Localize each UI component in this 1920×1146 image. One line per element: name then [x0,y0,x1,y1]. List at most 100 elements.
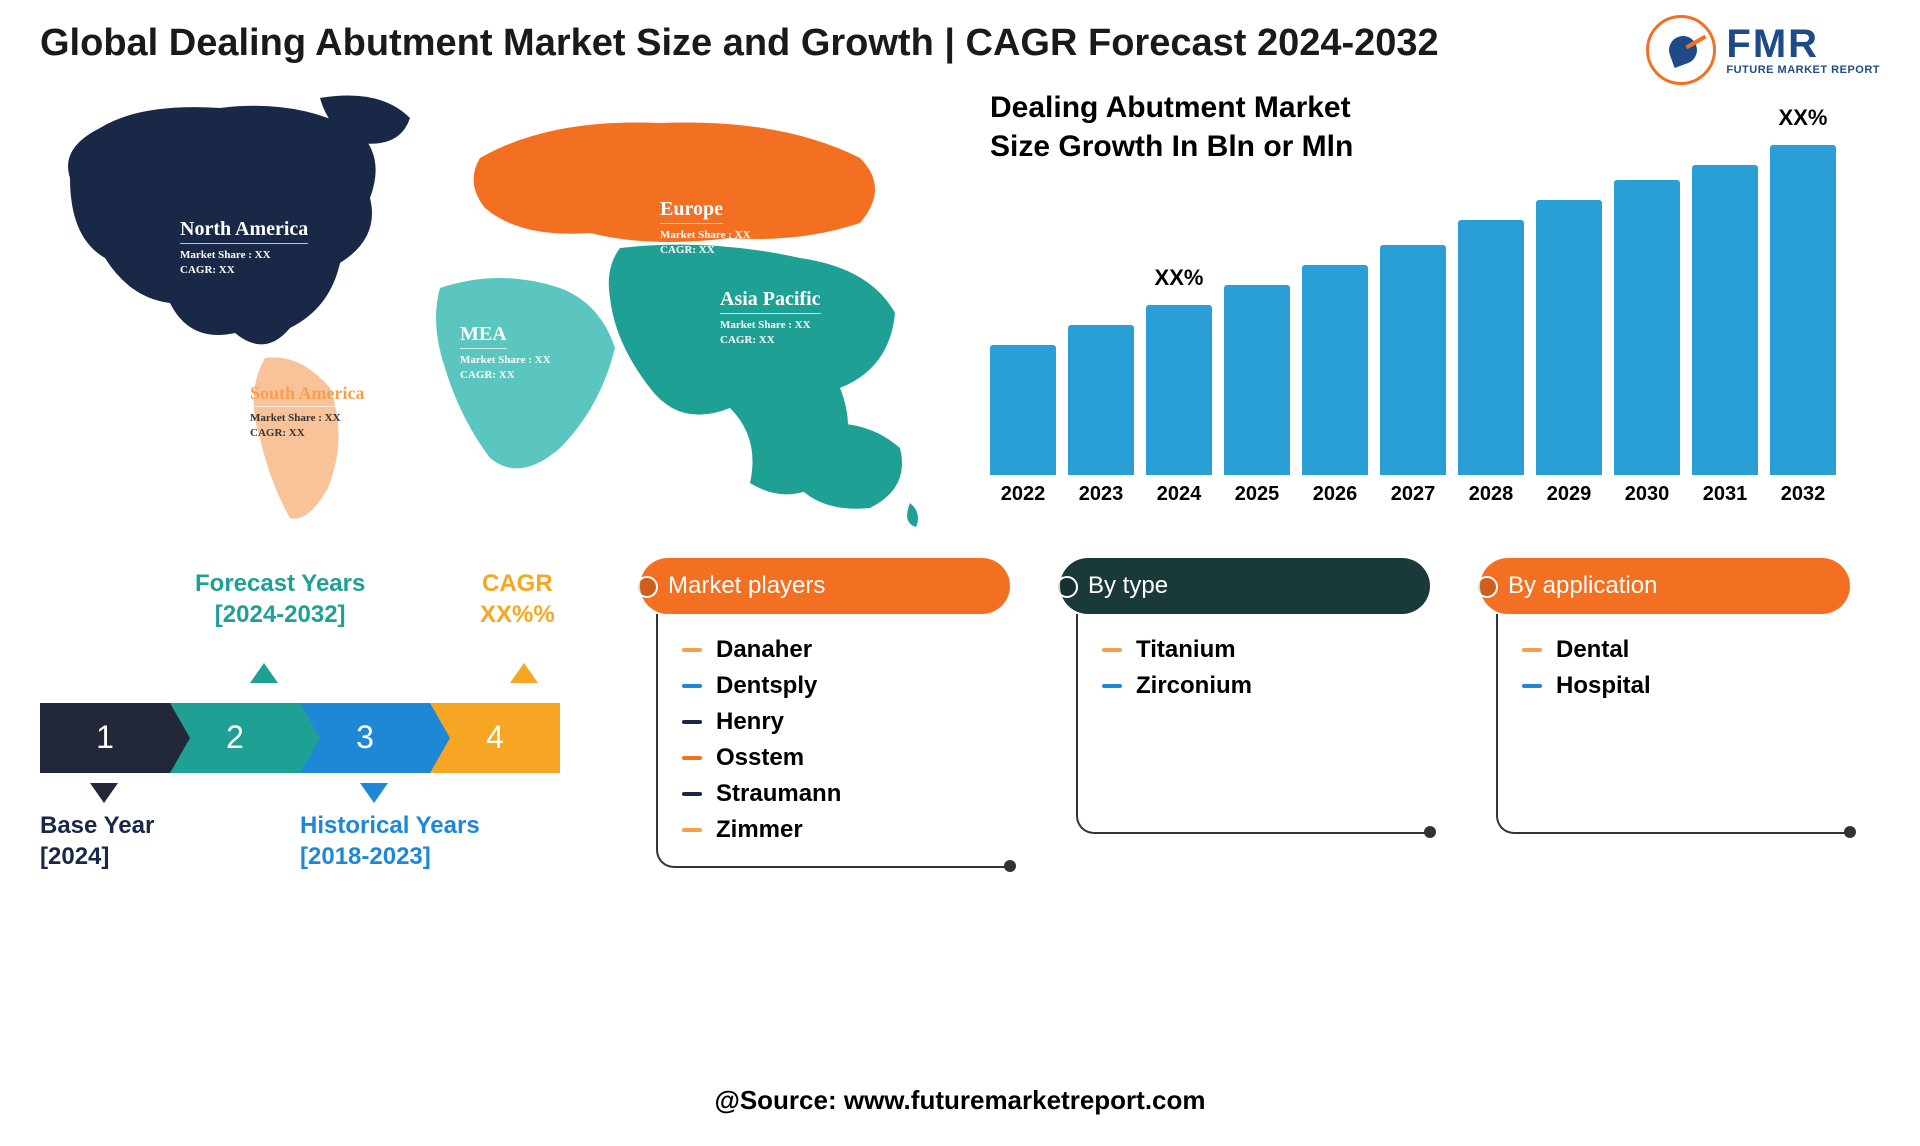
logo-subtitle: FUTURE MARKET REPORT [1726,64,1880,76]
bar-label-2028: 2028 [1469,483,1514,506]
bar-2027: 2027 [1380,245,1446,506]
note-hist: Historical Years [2018-2023] [300,810,480,872]
note-base-label: Base Year [40,812,154,839]
info-item: Zirconium [1102,672,1414,700]
bar-rect-2026 [1302,265,1368,475]
item-tick-icon [1522,684,1542,688]
item-text: Danaher [716,636,812,664]
bar-label-2030: 2030 [1625,483,1670,506]
chart-title: Dealing Abutment Market Size Growth In B… [990,88,1410,166]
item-text: Zimmer [716,816,803,844]
item-text: Titanium [1136,636,1236,664]
item-tick-icon [682,684,702,688]
bar-2026: 2026 [1302,265,1368,506]
item-tick-icon [1522,648,1542,652]
info-item: Dentsply [682,672,994,700]
brand-logo: FMR FUTURE MARKET REPORT [1646,15,1880,85]
arrow-forecast [250,663,278,683]
page-title: Global Dealing Abutment Market Size and … [40,20,1440,68]
info-box-0: Market players Danaher Dentsply Henry Osstem… [640,558,1010,868]
world-map: North AmericaMarket Share : XXCAGR: XX So… [40,88,940,528]
bar-note-2032: XX% [1779,105,1828,131]
map-label-na: North AmericaMarket Share : XXCAGR: XX [180,218,308,279]
bar-2028: 2028 [1458,220,1524,506]
info-header: By application [1480,558,1850,614]
bar-label-2023: 2023 [1079,483,1124,506]
bar-rect-2031 [1692,165,1758,475]
item-tick-icon [682,756,702,760]
bar-2029: 2029 [1536,200,1602,506]
item-text: Hospital [1556,672,1651,700]
note-cagr-label: CAGR [482,570,553,597]
region-ap-nz [907,503,918,527]
source-attribution: @Source: www.futuremarketreport.com [714,1085,1205,1116]
info-item: Henry [682,708,994,736]
info-body: Titanium Zirconium [1076,614,1430,834]
bar-label-2029: 2029 [1547,483,1592,506]
bar-rect-2032 [1770,145,1836,475]
bar-label-2024: 2024 [1157,483,1202,506]
bar-2025: 2025 [1224,285,1290,506]
arrow-cagr [510,663,538,683]
bar-label-2026: 2026 [1313,483,1358,506]
bar-label-2032: 2032 [1781,483,1826,506]
map-label-eu: EuropeMarket Share : XXCAGR: XX [660,198,751,259]
arrow-hist [360,783,388,803]
info-header: By type [1060,558,1430,614]
timeline-infographic: Forecast Years [2024-2032] CAGR XX%% 123… [40,558,600,878]
bar-rect-2025 [1224,285,1290,475]
bar-label-2027: 2027 [1391,483,1436,506]
info-item: Dental [1522,636,1834,664]
note-forecast-label: Forecast Years [195,570,365,597]
item-text: Dentsply [716,672,817,700]
bar-2023: 2023 [1068,325,1134,506]
note-forecast-range: [2024-2032] [215,601,346,628]
bar-2032: XX%2032 [1770,145,1836,506]
map-label-ap: Asia PacificMarket Share : XXCAGR: XX [720,288,821,349]
info-item: Danaher [682,636,994,664]
item-tick-icon [682,720,702,724]
note-base: Base Year [2024] [40,810,154,872]
bar-2030: 2030 [1614,180,1680,506]
info-item: Titanium [1102,636,1414,664]
note-cagr-range: XX%% [480,601,555,628]
bar-2031: 2031 [1692,165,1758,506]
bar-label-2025: 2025 [1235,483,1280,506]
item-tick-icon [1102,684,1122,688]
timeline-seg-1: 1 [40,703,170,773]
bar-rect-2024 [1146,305,1212,475]
map-label-sa: South AmericaMarket Share : XXCAGR: XX [250,383,365,442]
note-base-range: [2024] [40,843,109,870]
item-text: Osstem [716,744,804,772]
bar-note-2024: XX% [1155,265,1204,291]
bar-2022: 2022 [990,345,1056,506]
bar-rect-2023 [1068,325,1134,475]
region-ap-australia [791,423,902,508]
info-box-1: By type Titanium Zirconium [1060,558,1430,868]
item-tick-icon [682,792,702,796]
arrow-base [90,783,118,803]
info-body: Dental Hospital [1496,614,1850,834]
item-text: Henry [716,708,784,736]
info-item: Zimmer [682,816,994,844]
info-item: Osstem [682,744,994,772]
bar-rect-2027 [1380,245,1446,475]
info-item: Straumann [682,780,994,808]
item-text: Straumann [716,780,841,808]
info-box-2: By application Dental Hospital [1480,558,1850,868]
info-body: Danaher Dentsply Henry Osstem Straumann Zimme… [656,614,1010,868]
item-text: Dental [1556,636,1629,664]
item-tick-icon [682,828,702,832]
info-header: Market players [640,558,1010,614]
info-item: Hospital [1522,672,1834,700]
bar-chart: Dealing Abutment Market Size Growth In B… [970,88,1880,528]
bar-rect-2029 [1536,200,1602,475]
bar-label-2022: 2022 [1001,483,1046,506]
item-tick-icon [682,648,702,652]
item-tick-icon [1102,648,1122,652]
item-text: Zirconium [1136,672,1252,700]
note-hist-range: [2018-2023] [300,843,431,870]
bar-label-2031: 2031 [1703,483,1748,506]
logo-icon [1646,15,1716,85]
bar-2024: XX%2024 [1146,305,1212,506]
